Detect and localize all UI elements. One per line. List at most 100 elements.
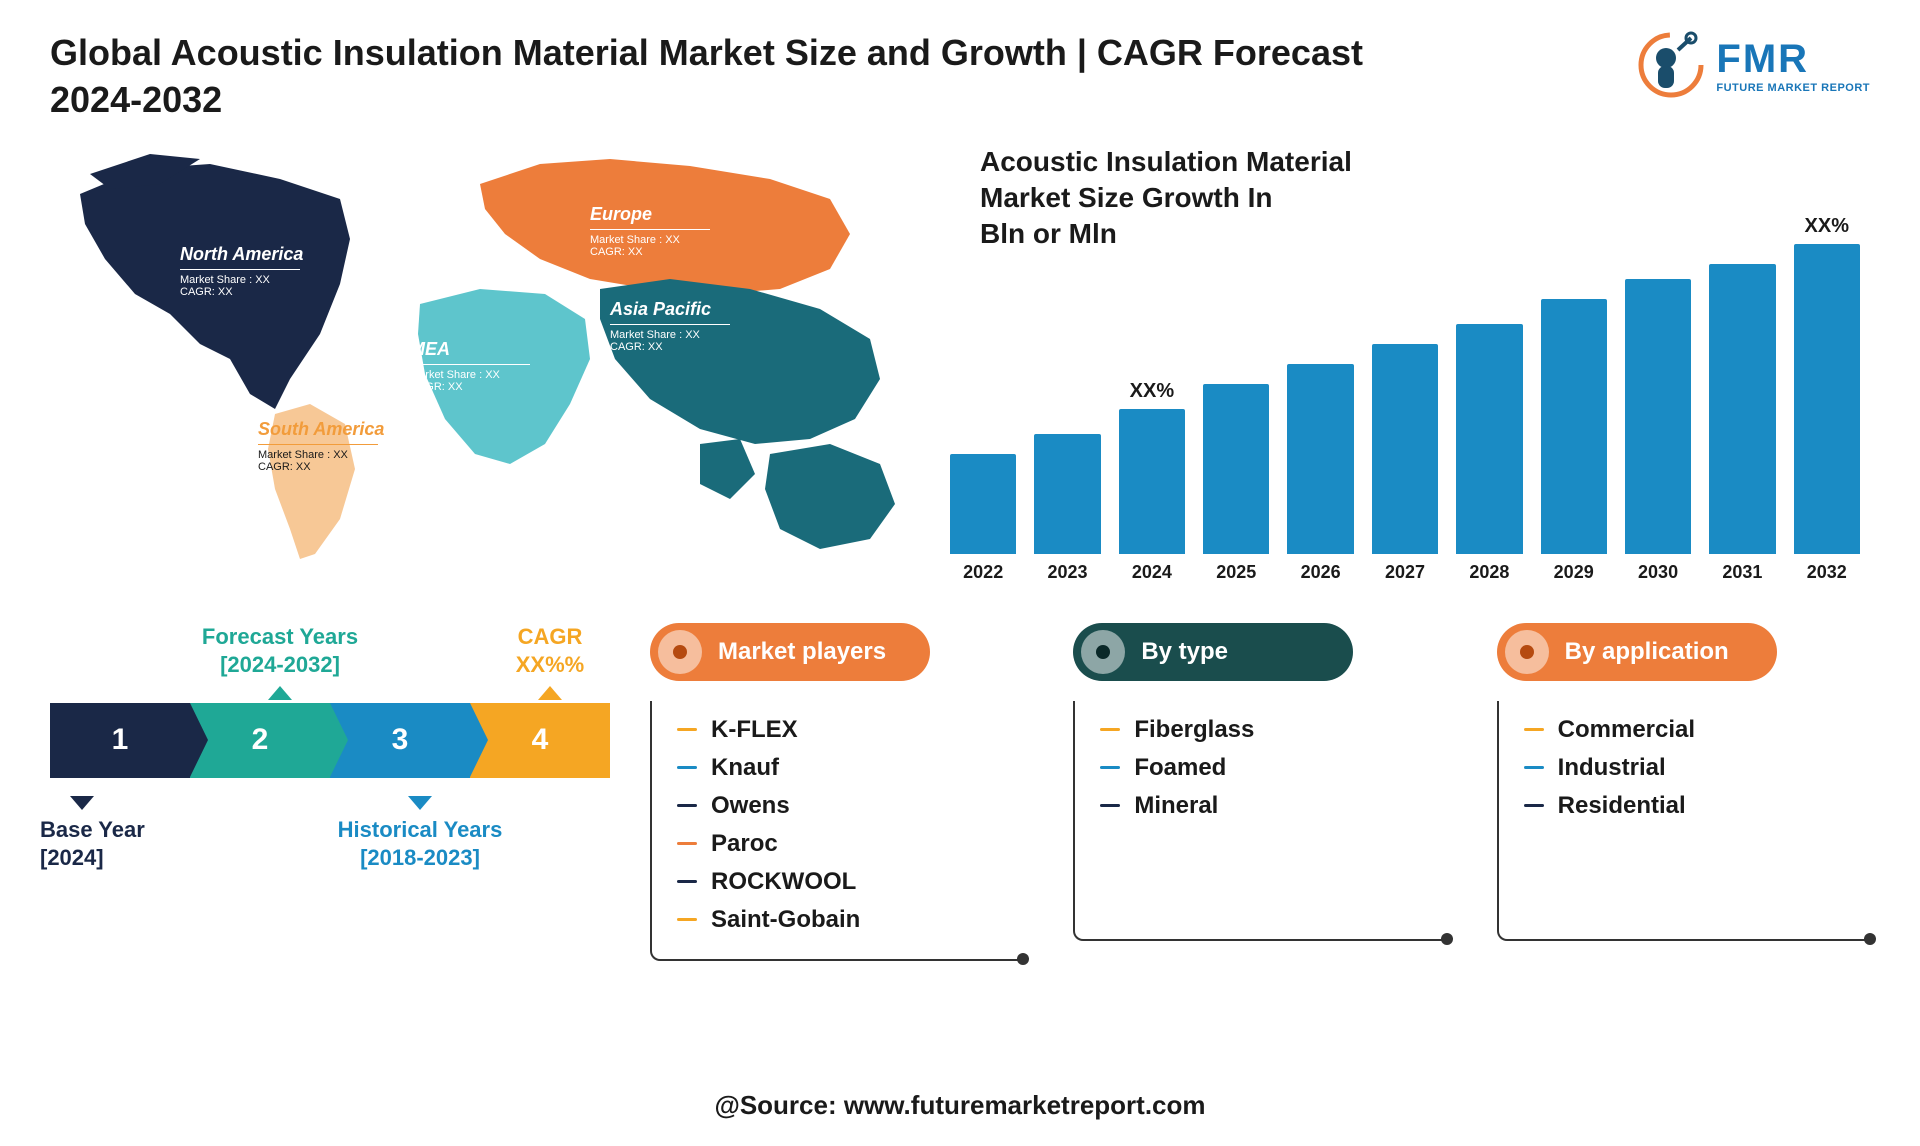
region-share: Market Share : XX — [410, 369, 530, 381]
pill-item: Industrial — [1524, 749, 1850, 787]
region-share: Market Share : XX — [610, 329, 730, 341]
pill-section-market-players: Market players K-FLEX Knauf Owens Paroc … — [650, 623, 1023, 961]
region-europe: Europe Market Share : XX CAGR: XX — [590, 204, 710, 258]
pill-item-label: Knauf — [711, 754, 779, 782]
bar-2026: 2026 — [1287, 364, 1353, 583]
bar — [1034, 434, 1100, 554]
timeline-segment-1: 1 — [50, 703, 190, 778]
pill-item: Commercial — [1524, 711, 1850, 749]
pill-body: K-FLEX Knauf Owens Paroc ROCKWOOL Saint-… — [650, 701, 1023, 961]
forecast-years-range: [2024-2032] — [190, 651, 370, 680]
logo: FMR FUTURE MARKET REPORT — [1636, 30, 1870, 100]
base-year-label: Base Year [2024] — [40, 790, 180, 873]
pill-item-label: Foamed — [1134, 754, 1226, 782]
bar-2027: 2027 — [1372, 344, 1438, 583]
pill-circle-icon — [658, 630, 702, 674]
tick-icon — [677, 880, 697, 883]
chart-title: Acoustic Insulation MaterialMarket Size … — [980, 144, 1870, 253]
bar — [950, 454, 1016, 554]
bar-2031: 2031 — [1709, 264, 1775, 583]
bar-2022: 2022 — [950, 454, 1016, 583]
bar — [1372, 344, 1438, 554]
bar-label: 2031 — [1722, 562, 1762, 583]
logo-text: FMR — [1716, 37, 1870, 82]
tick-icon — [1524, 804, 1544, 807]
bar-label: 2028 — [1469, 562, 1509, 583]
pill-item: Paroc — [677, 825, 1003, 863]
pill-item: K-FLEX — [677, 711, 1003, 749]
pill-item: Foamed — [1100, 749, 1426, 787]
tick-icon — [1524, 728, 1544, 731]
bar — [1456, 324, 1522, 554]
region-name: South America — [258, 419, 384, 440]
tick-icon — [1100, 766, 1120, 769]
cagr-value: XX%% — [490, 651, 610, 680]
historical-years-range: [2018-2023] — [320, 844, 520, 873]
pill-section-by-application: By application Commercial Industrial Res… — [1497, 623, 1870, 961]
region-cagr: CAGR: XX — [410, 381, 530, 393]
fmr-logo-icon — [1636, 30, 1706, 100]
pill-item-label: ROCKWOOL — [711, 868, 856, 896]
bar — [1119, 409, 1185, 554]
timeline: Forecast Years [2024-2032] CAGR XX%% 123… — [50, 623, 610, 778]
pill-item-label: Industrial — [1558, 754, 1666, 782]
pill-circle-icon — [1081, 630, 1125, 674]
cagr-label: CAGR XX%% — [490, 623, 610, 706]
tick-icon — [1524, 766, 1544, 769]
bar-2032: XX% 2032 — [1794, 244, 1860, 583]
region-name: MEA — [410, 339, 530, 360]
bar — [1709, 264, 1775, 554]
pill-header-label: By application — [1565, 638, 1729, 666]
logo-subtitle: FUTURE MARKET REPORT — [1716, 82, 1870, 94]
bar — [1794, 244, 1860, 554]
bar-label: 2026 — [1301, 562, 1341, 583]
forecast-years-text: Forecast Years — [190, 623, 370, 652]
region-asia-pacific: Asia Pacific Market Share : XX CAGR: XX — [610, 299, 730, 353]
pill-item-label: Residential — [1558, 792, 1686, 820]
pill-circle-icon — [1505, 630, 1549, 674]
tick-icon — [677, 804, 697, 807]
timeline-segment-4: 4 — [470, 703, 610, 778]
timeline-segment-3: 3 — [330, 703, 470, 778]
pill-item-label: Fiberglass — [1134, 716, 1254, 744]
region-name: Asia Pacific — [610, 299, 730, 320]
growth-chart: Acoustic Insulation MaterialMarket Size … — [940, 144, 1870, 583]
bar-label: 2030 — [1638, 562, 1678, 583]
pill-body: Commercial Industrial Residential — [1497, 701, 1870, 941]
pill-item-label: Owens — [711, 792, 790, 820]
base-year-value: [2024] — [40, 844, 180, 873]
region-cagr: CAGR: XX — [180, 286, 303, 298]
bar-2024: XX% 2024 — [1119, 409, 1185, 583]
tick-icon — [1100, 728, 1120, 731]
region-cagr: CAGR: XX — [590, 246, 710, 258]
pill-section-by-type: By type Fiberglass Foamed Mineral — [1073, 623, 1446, 961]
bars-container: 2022 2023 XX% 2024 2025 2026 2027 2028 20… — [940, 263, 1870, 583]
bar-label: 2024 — [1132, 562, 1172, 583]
bar-annotation: XX% — [1805, 215, 1849, 238]
pill-item: Mineral — [1100, 787, 1426, 825]
pill-header: Market players — [650, 623, 930, 681]
bar-label: 2022 — [963, 562, 1003, 583]
bar-2030: 2030 — [1625, 279, 1691, 583]
pill-item-label: Paroc — [711, 830, 778, 858]
bar-2029: 2029 — [1541, 299, 1607, 583]
region-cagr: CAGR: XX — [258, 461, 384, 473]
pill-header: By type — [1073, 623, 1353, 681]
pill-item: Knauf — [677, 749, 1003, 787]
pill-header: By application — [1497, 623, 1777, 681]
pill-item-label: K-FLEX — [711, 716, 798, 744]
bar-label: 2023 — [1048, 562, 1088, 583]
forecast-years-label: Forecast Years [2024-2032] — [190, 623, 370, 706]
region-share: Market Share : XX — [590, 234, 710, 246]
bar-2023: 2023 — [1034, 434, 1100, 583]
source-attribution: @Source: www.futuremarketreport.com — [714, 1090, 1205, 1121]
region-south-america: South America Market Share : XX CAGR: XX — [258, 419, 384, 473]
pill-item-label: Saint-Gobain — [711, 906, 860, 934]
tick-icon — [677, 766, 697, 769]
pill-item: Fiberglass — [1100, 711, 1426, 749]
tick-icon — [677, 842, 697, 845]
bar-2025: 2025 — [1203, 384, 1269, 583]
cagr-text: CAGR — [490, 623, 610, 652]
region-share: Market Share : XX — [258, 449, 384, 461]
bar-label: 2029 — [1554, 562, 1594, 583]
